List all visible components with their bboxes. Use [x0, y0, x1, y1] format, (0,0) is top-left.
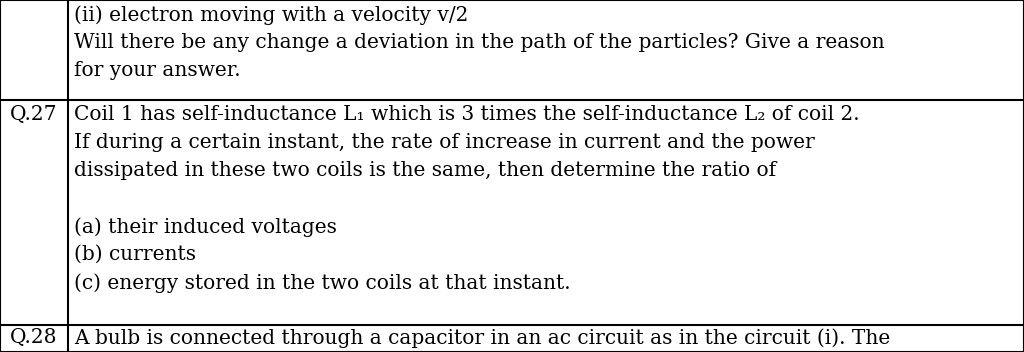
Text: (c) energy stored in the two coils at that instant.: (c) energy stored in the two coils at th…	[74, 273, 570, 293]
Text: If during a certain instant, the rate of increase in current and the power: If during a certain instant, the rate of…	[74, 133, 815, 152]
Text: (ii) electron moving with a velocity v/2: (ii) electron moving with a velocity v/2	[74, 5, 468, 25]
Text: Will there be any change a deviation in the path of the particles? Give a reason: Will there be any change a deviation in …	[74, 33, 885, 52]
Text: Q.27: Q.27	[10, 105, 57, 124]
Text: (a) their induced voltages: (a) their induced voltages	[74, 217, 337, 237]
Text: Coil 1 has self-inductance L₁ which is 3 times the self-inductance L₂ of coil 2.: Coil 1 has self-inductance L₁ which is 3…	[74, 105, 859, 124]
Text: (b) currents: (b) currents	[74, 245, 196, 264]
Text: A bulb is connected through a capacitor in an ac circuit as in the circuit (i). : A bulb is connected through a capacitor …	[74, 328, 890, 348]
Text: dissipated in these two coils is the same, then determine the ratio of: dissipated in these two coils is the sam…	[74, 161, 776, 180]
Text: for your answer.: for your answer.	[74, 61, 241, 80]
Text: Q.28: Q.28	[10, 328, 57, 347]
